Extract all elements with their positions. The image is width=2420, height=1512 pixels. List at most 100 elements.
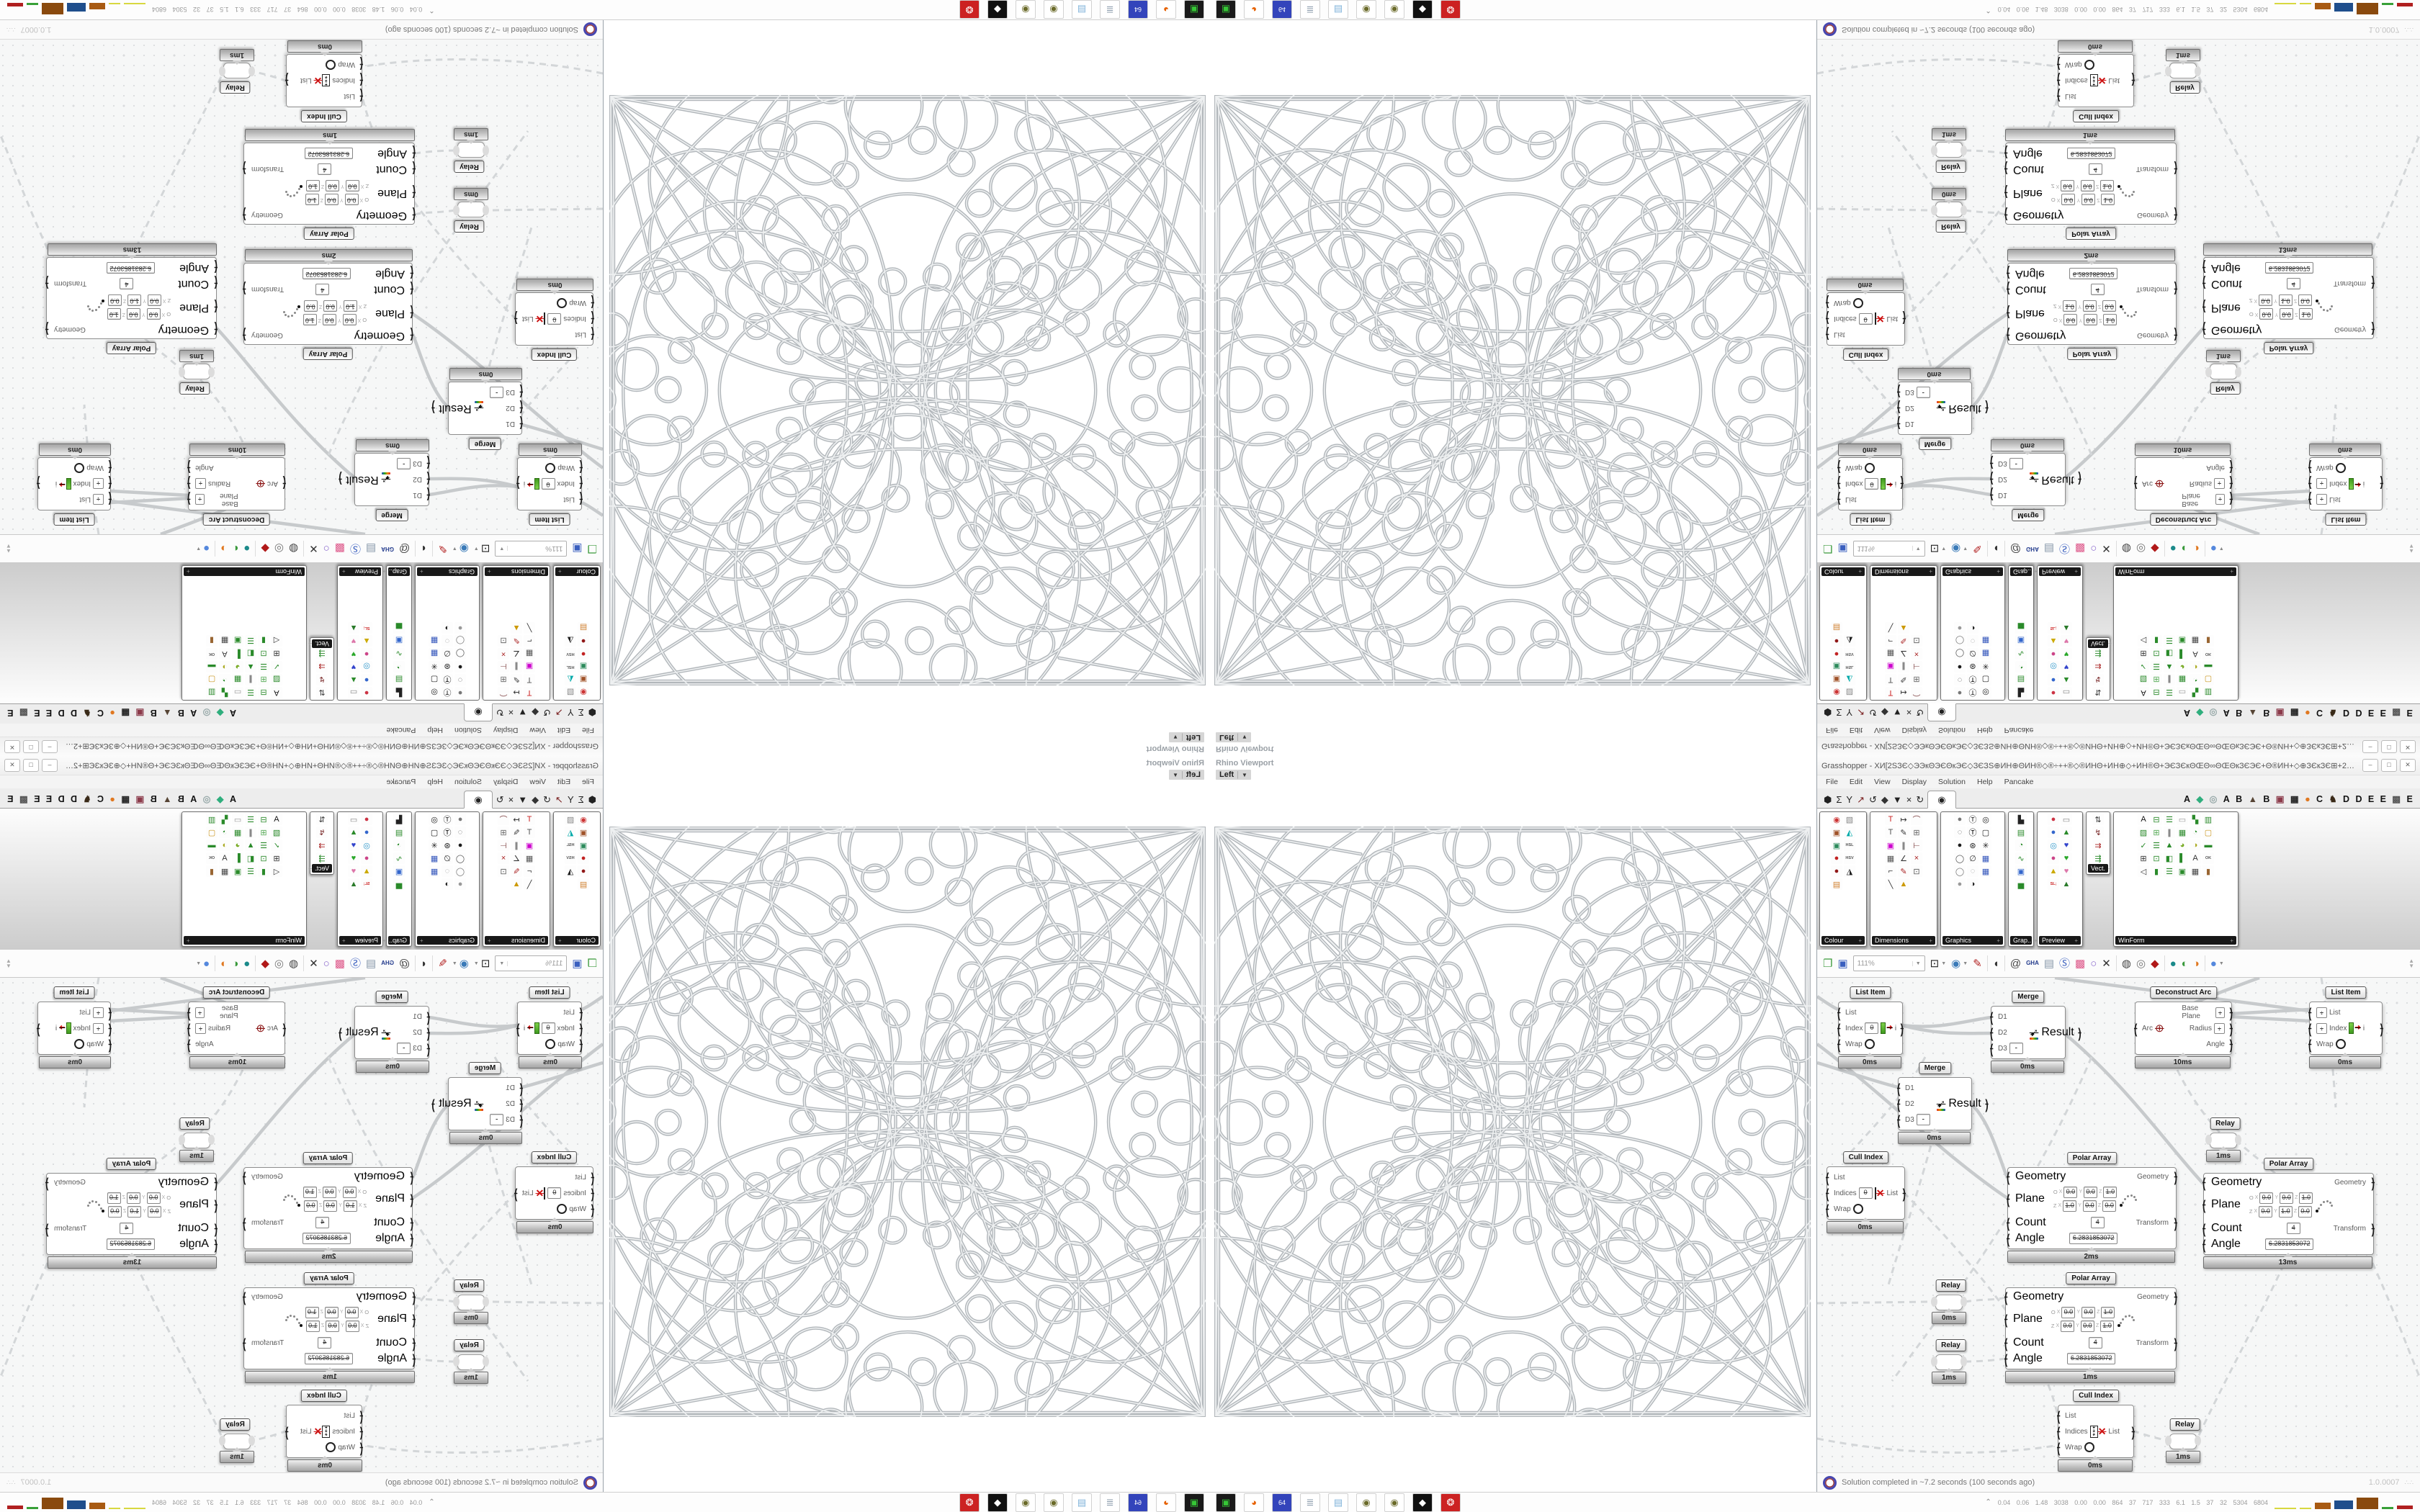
plugin-tab[interactable]: E [2380,708,2386,718]
plugin-tab[interactable]: B [150,794,157,804]
port[interactable]: ( [1897,384,1901,401]
floppy-64-icon[interactable]: 64 [1272,0,1292,19]
component-icon[interactable]: ◧ [2164,648,2175,660]
gh-node-polar-array[interactable]: Polar Array(Geometry Geometry) (Plane O X 0.… [2202,1158,2375,1269]
pin-icon[interactable]: + [1996,568,2000,575]
minimize-button[interactable]: ‒ [2362,740,2378,753]
plane-value-box[interactable]: 0.0 [323,300,338,312]
node-tag[interactable]: Relay [454,1339,485,1351]
component-icon[interactable]: T [1885,827,1896,838]
component-icon[interactable]: ▢ [206,674,218,685]
plugin-tab[interactable]: ◎ [2209,708,2218,718]
component-icon[interactable]: ▅ [2015,878,2027,890]
menu-item-display[interactable]: Display [493,726,519,734]
focus-extents-icon[interactable]: ⊡ [1930,957,1940,970]
component-icon[interactable]: ▙ [2015,687,2027,698]
component-icon[interactable]: ▦ [524,852,535,864]
gh-node-relay[interactable]: Relay 0ms [1931,1279,1967,1324]
menu-item-help[interactable]: Help [1976,726,1993,734]
port[interactable]: ) [516,1020,520,1037]
port[interactable]: ) [2174,161,2177,178]
port[interactable]: ( [2004,184,2008,202]
plane-value-box[interactable]: 0.0 [107,1205,122,1218]
component-icon[interactable]: ▢ [429,827,440,838]
component-icon[interactable]: ▣ [2015,865,2027,877]
component-icon[interactable]: ▮ [258,635,269,647]
component-icon[interactable]: ♥ [2061,661,2072,672]
red-emblem-icon[interactable]: ❂ [959,0,980,19]
port[interactable]: ( [2004,207,2008,224]
port[interactable]: ( [2202,1174,2206,1191]
component-icon[interactable]: ▤ [2015,827,2027,838]
port[interactable]: ( [519,400,523,417]
plane-value-box[interactable]: 1.0 [2278,294,2293,307]
component-icon[interactable]: ⊛ [442,840,453,851]
component-icon[interactable]: ▧ [565,687,576,698]
port[interactable]: ( [412,1334,416,1351]
component-icon[interactable]: OK [2202,648,2214,660]
port[interactable]: ) [2229,1004,2233,1021]
obj-3d-icon[interactable]: ◖ [421,542,428,555]
pin-icon[interactable]: + [187,568,190,575]
gh-node-polar-array[interactable]: Polar Array(Geometry Geometry) (Plane O X 0.… [243,249,413,360]
component-icon[interactable]: ▦ [2190,865,2201,877]
pin-icon[interactable]: + [2074,937,2078,944]
port[interactable]: ( [579,459,583,477]
component-icon[interactable]: ⊞ [2151,827,2162,838]
plane-value-box[interactable]: 1.0 [2103,1186,2118,1198]
component-icon[interactable]: ↦ [1898,687,1909,698]
category-tab-icon[interactable]: ◆ [532,707,539,718]
component-icon[interactable]: ⊛ [1967,840,1978,851]
port[interactable]: ( [2308,459,2312,477]
plugin-tab[interactable]: A [2184,794,2191,804]
component-icon[interactable]: ✎ [1898,635,1909,647]
category-tab-icon[interactable]: ▼ [1892,707,1902,718]
pin-icon[interactable]: + [2230,568,2233,575]
node-tag[interactable]: Polar Array [2066,1272,2116,1284]
chevron-down-icon[interactable]: ▼ [1941,546,1947,552]
zoom-level-combo[interactable]: 111% ▼ [495,541,568,557]
component-icon[interactable]: ◧ [245,648,256,660]
port[interactable]: ( [214,1196,218,1213]
toggle-circle[interactable] [545,463,556,473]
port[interactable]: ) [2174,327,2177,344]
port[interactable]: ( [2202,259,2206,276]
angle-box[interactable]: 6.2831853072 [2066,1353,2116,1364]
port[interactable]: ( [1990,1040,1994,1057]
component-icon[interactable]: SL; [2048,878,2059,890]
component-icon[interactable]: ▦ [232,674,243,685]
plane-value-box[interactable]: 0.0 [146,308,161,320]
save-file-icon[interactable]: ▣ [572,542,583,555]
component-icon[interactable]: HSL [1844,661,1855,672]
component-icon[interactable]: ▌ [232,852,243,864]
plugin-tab[interactable]: E [34,794,40,804]
gh-node-list-item[interactable]: List Item(List (Index 0 ➜ i) (Wrap 0ms [1837,986,1904,1068]
component-icon[interactable]: ◕ [2177,661,2188,672]
plane-value-box[interactable]: 0.0 [345,180,359,192]
find-icon[interactable]: Ⓢ [2059,542,2071,555]
component-icon[interactable]: ⌐ [524,865,535,877]
component-icon[interactable]: ▦ [429,852,440,864]
save-file-icon[interactable]: ▣ [1837,957,1848,970]
port[interactable]: ) [187,1020,191,1037]
component-icon[interactable]: ▢ [429,674,440,685]
menu-item-pancake[interactable]: Pancake [386,778,416,786]
zoom-level-combo[interactable]: 111% ▼ [495,955,568,971]
plugin-tab[interactable]: B [2263,708,2270,718]
category-tab-icon[interactable]: ↻ [1916,707,1924,718]
balloon-icon[interactable]: ○ [323,957,330,970]
plugin-tab[interactable]: A [2184,708,2191,718]
component-icon[interactable]: HSL [565,840,576,851]
component-icon[interactable]: ↯ [316,827,328,838]
port[interactable]: ( [591,1169,594,1186]
component-icon[interactable]: ▲ [2164,661,2175,672]
plugin-tab[interactable]: ▲ [163,708,172,718]
chevron-down-icon[interactable]: ▼ [196,546,202,552]
component-icon[interactable]: ▤ [1831,878,1842,890]
pin-icon[interactable]: + [2230,937,2233,944]
component-icon[interactable]: ● [2048,814,2059,825]
plugin-tab[interactable]: ● [2305,708,2311,718]
plugin-tab[interactable]: ▣ [135,708,145,718]
component-icon[interactable]: ∠ [1898,648,1909,660]
port[interactable]: ) [45,1174,49,1191]
